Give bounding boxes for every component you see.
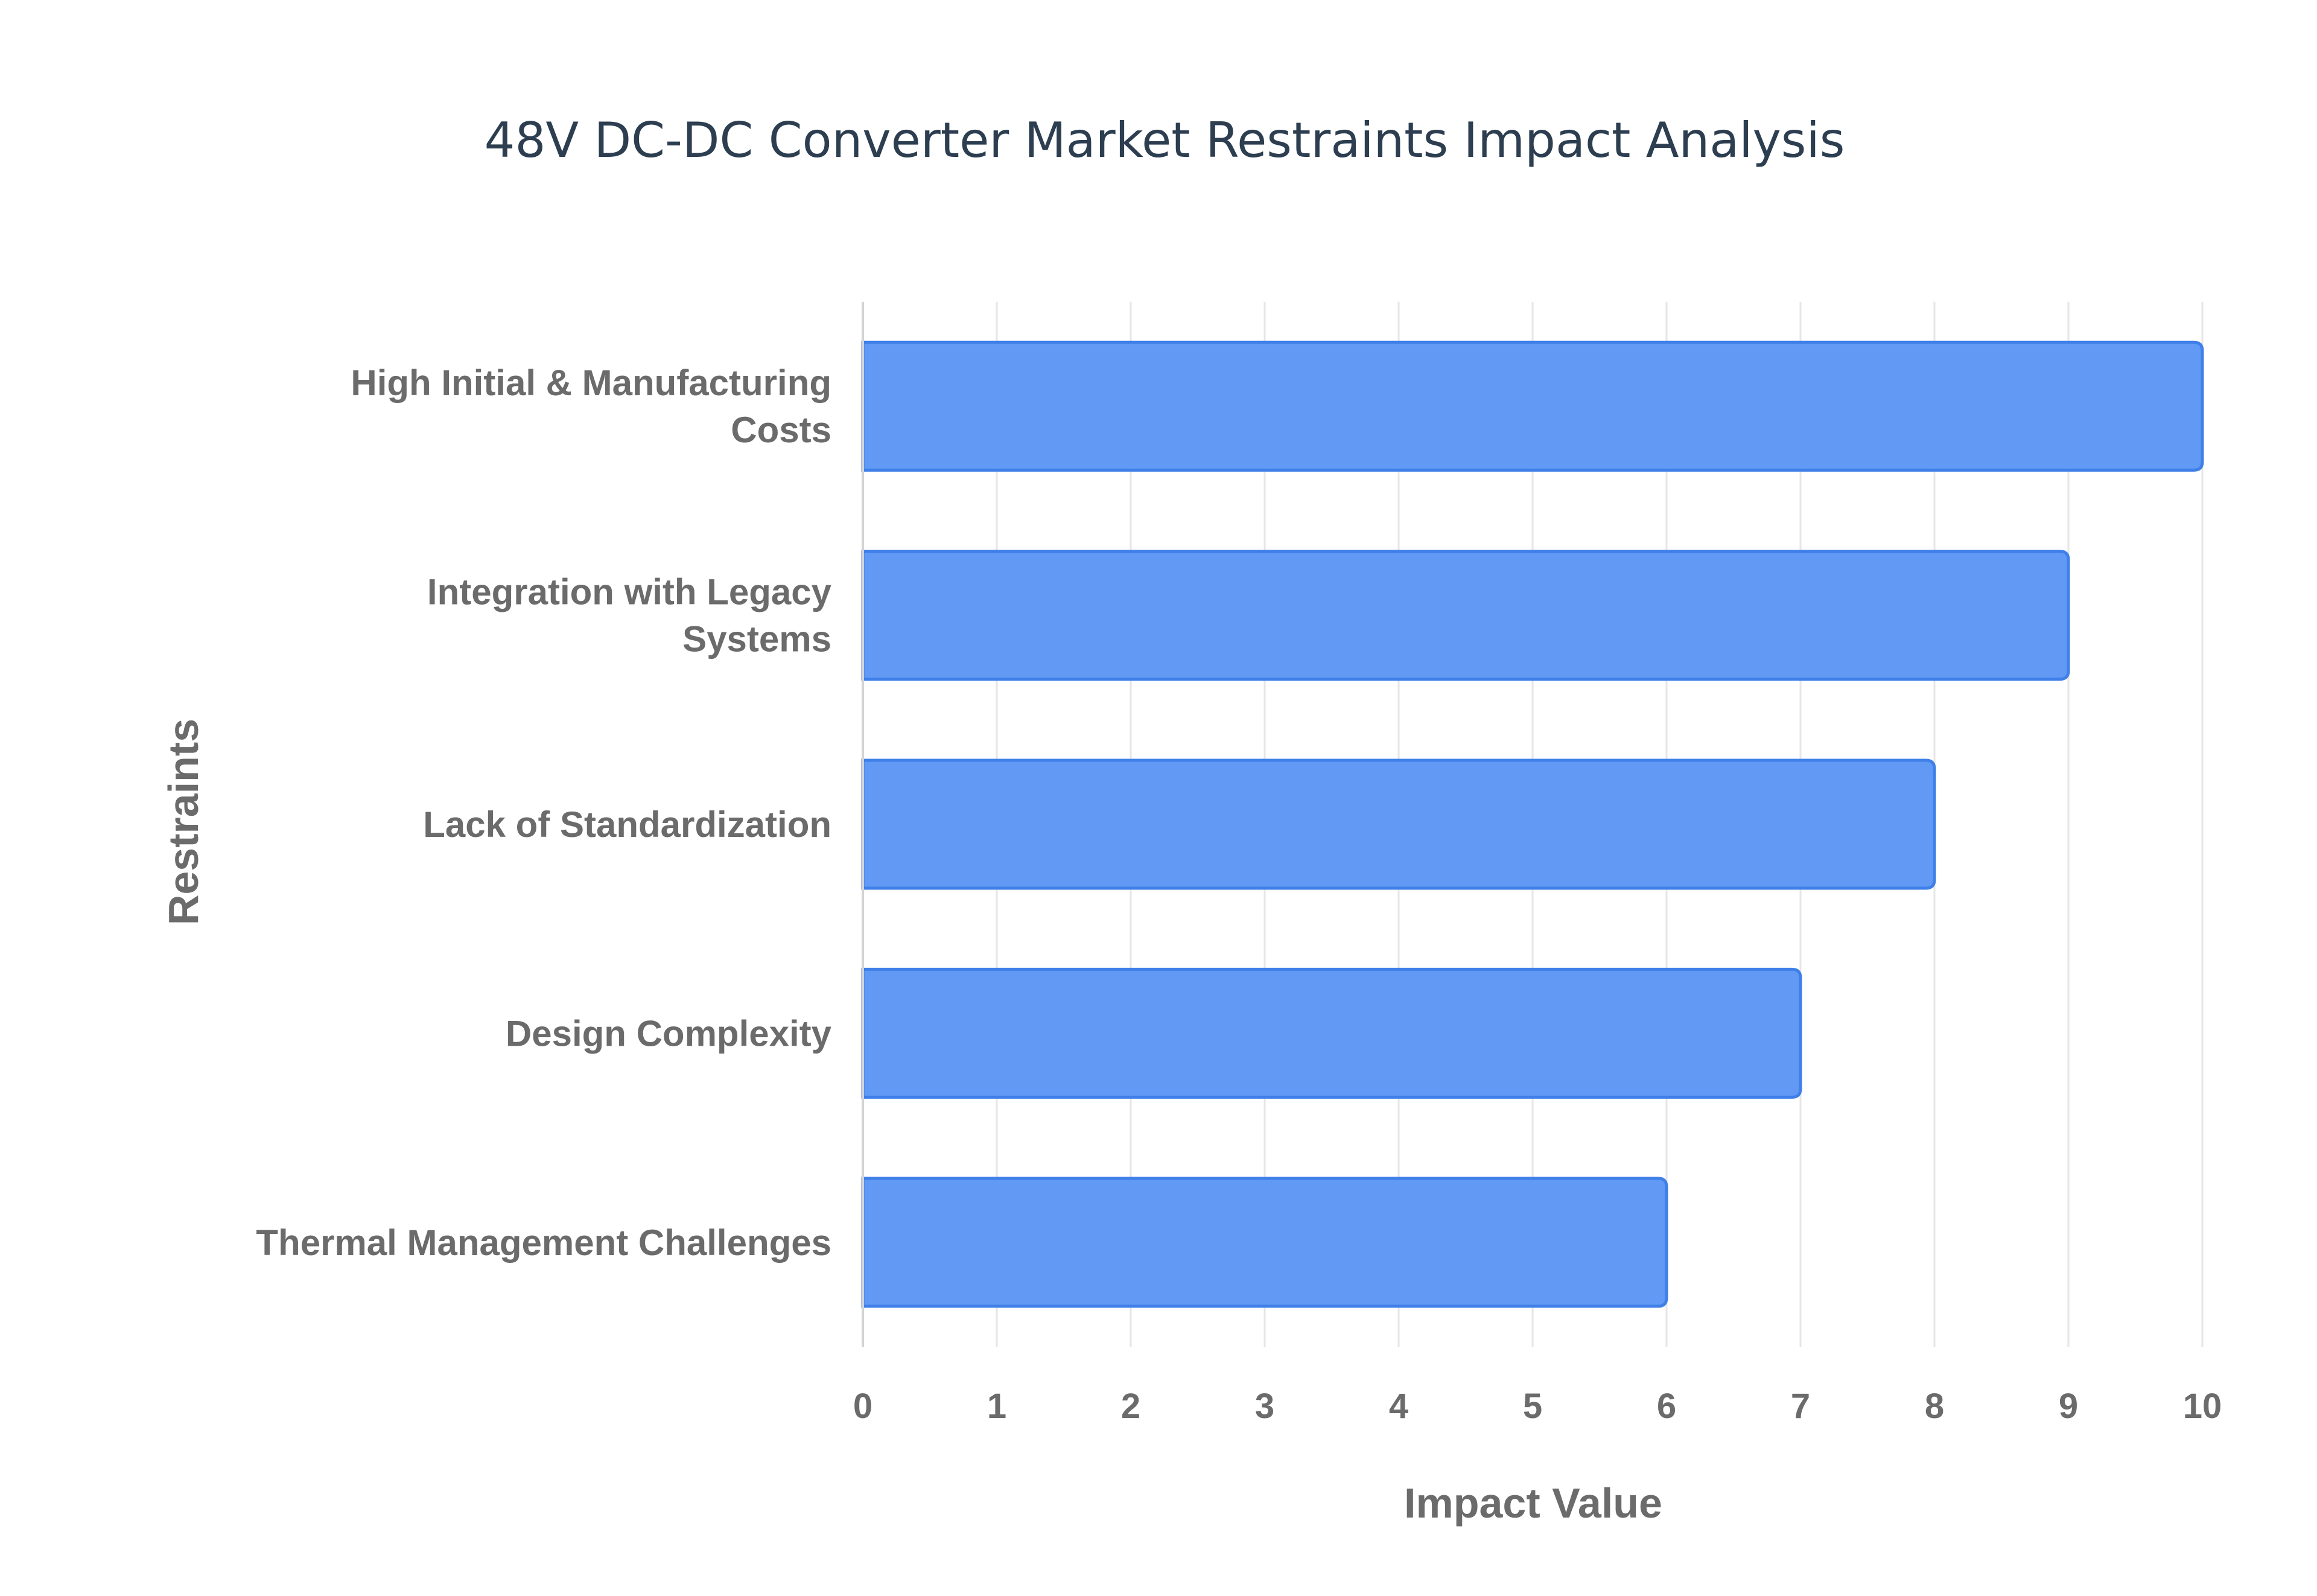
category-label: High Initial & Manufacturing xyxy=(351,363,831,403)
category-label: Thermal Management Challenges xyxy=(256,1222,831,1263)
bar[interactable] xyxy=(861,758,1936,890)
x-tick-label: 10 xyxy=(2183,1387,2222,1426)
x-tick-labels: 0 1 2 3 4 5 6 7 8 9 10 xyxy=(853,1387,2222,1426)
category-label: Design Complexity xyxy=(506,1013,832,1054)
chart-title: 48V DC-DC Converter Market Restraints Im… xyxy=(485,112,1845,168)
x-axis-title: Impact Value xyxy=(1404,1480,1662,1527)
bar[interactable] xyxy=(861,340,2204,472)
x-tick-label: 0 xyxy=(853,1387,872,1426)
x-tick-label: 8 xyxy=(1925,1387,1944,1426)
x-tick-label: 4 xyxy=(1389,1387,1408,1426)
bar[interactable] xyxy=(861,1177,1668,1308)
bar[interactable] xyxy=(861,550,2070,681)
x-tick-label: 9 xyxy=(2059,1387,2078,1426)
category-label: Systems xyxy=(682,619,831,660)
x-tick-label: 1 xyxy=(987,1387,1006,1426)
bars xyxy=(861,340,2204,1308)
x-tick-label: 6 xyxy=(1657,1387,1676,1426)
category-label: Integration with Legacy xyxy=(427,572,832,612)
category-label: Costs xyxy=(731,410,831,450)
x-tick-label: 2 xyxy=(1121,1387,1140,1426)
category-label: Lack of Standardization xyxy=(423,804,831,845)
bar[interactable] xyxy=(861,967,1802,1099)
y-axis-title: Restraints xyxy=(160,719,207,925)
x-tick-label: 3 xyxy=(1255,1387,1274,1426)
category-labels: High Initial & Manufacturing Costs Integra… xyxy=(256,363,831,1263)
x-tick-label: 7 xyxy=(1791,1387,1810,1426)
x-tick-label: 5 xyxy=(1523,1387,1542,1426)
